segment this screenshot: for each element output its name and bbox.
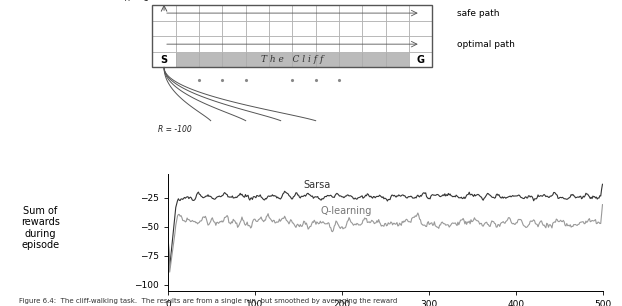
Bar bbox=[339, 36, 362, 52]
Bar bbox=[316, 5, 339, 21]
Bar bbox=[199, 21, 223, 36]
Text: G: G bbox=[417, 55, 425, 65]
Text: S: S bbox=[160, 55, 167, 65]
Text: R = -100: R = -100 bbox=[158, 125, 192, 134]
Bar bbox=[246, 5, 269, 21]
Bar bbox=[292, 5, 315, 21]
Bar bbox=[199, 5, 223, 21]
Bar bbox=[223, 52, 246, 67]
Bar bbox=[362, 52, 386, 67]
Bar bbox=[269, 5, 292, 21]
Bar bbox=[362, 5, 386, 21]
Bar bbox=[269, 36, 292, 52]
Bar bbox=[339, 52, 362, 67]
Bar bbox=[386, 21, 409, 36]
Bar bbox=[152, 21, 175, 36]
Bar bbox=[246, 21, 269, 36]
Bar bbox=[386, 52, 409, 67]
Text: T h e   C l i f f: T h e C l i f f bbox=[261, 55, 323, 64]
Text: Sum of
rewards
during
episode: Sum of rewards during episode bbox=[21, 206, 60, 250]
Bar bbox=[292, 52, 315, 67]
Bar bbox=[386, 5, 409, 21]
Text: R = -1: R = -1 bbox=[125, 0, 149, 3]
Bar bbox=[362, 21, 386, 36]
Bar bbox=[175, 52, 199, 67]
Bar bbox=[152, 5, 175, 21]
Bar bbox=[409, 52, 432, 67]
Bar bbox=[339, 5, 362, 21]
Bar bbox=[409, 21, 432, 36]
Bar bbox=[246, 36, 269, 52]
Text: Q-learning: Q-learning bbox=[320, 206, 372, 216]
Text: safe path: safe path bbox=[457, 9, 499, 17]
Text: Sarsa: Sarsa bbox=[303, 180, 330, 190]
Text: Figure 6.4:  The cliff-walking task.  The results are from a single run, but smo: Figure 6.4: The cliff-walking task. The … bbox=[19, 298, 397, 304]
Bar bbox=[409, 5, 432, 21]
Bar bbox=[175, 36, 199, 52]
Bar bbox=[316, 52, 339, 67]
Bar bbox=[175, 21, 199, 36]
Bar bbox=[175, 5, 199, 21]
Bar bbox=[223, 36, 246, 52]
Bar bbox=[246, 52, 269, 67]
Bar bbox=[362, 36, 386, 52]
Bar bbox=[316, 21, 339, 36]
Bar bbox=[152, 5, 432, 67]
Bar bbox=[292, 21, 315, 36]
Bar bbox=[316, 36, 339, 52]
Bar bbox=[152, 52, 175, 67]
Bar bbox=[152, 36, 175, 52]
Bar bbox=[223, 5, 246, 21]
Bar bbox=[339, 21, 362, 36]
Bar bbox=[199, 36, 223, 52]
Text: optimal path: optimal path bbox=[457, 40, 515, 49]
Bar bbox=[292, 36, 315, 52]
Bar bbox=[386, 36, 409, 52]
Bar bbox=[269, 52, 292, 67]
Bar bbox=[199, 52, 223, 67]
Bar bbox=[223, 21, 246, 36]
Bar bbox=[409, 36, 432, 52]
Bar bbox=[269, 21, 292, 36]
